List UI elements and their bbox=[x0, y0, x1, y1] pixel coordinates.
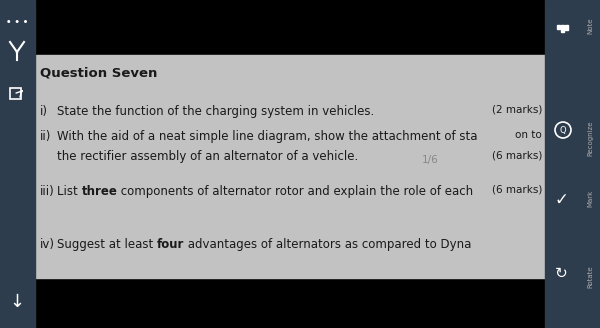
Text: List: List bbox=[57, 185, 82, 198]
Bar bbox=[561, 25, 564, 32]
Text: State the function of the charging system in vehicles.: State the function of the charging syste… bbox=[57, 105, 374, 118]
Bar bbox=[545, 0, 600, 328]
Text: Rotate: Rotate bbox=[587, 265, 593, 288]
Text: ✓: ✓ bbox=[554, 191, 568, 209]
Text: Suggest at least: Suggest at least bbox=[57, 238, 157, 251]
Text: Mark: Mark bbox=[587, 190, 593, 207]
Text: Recognize: Recognize bbox=[587, 120, 593, 155]
Text: (6 marks): (6 marks) bbox=[491, 150, 542, 160]
Text: the rectifier assembly of an alternator of a vehicle.: the rectifier assembly of an alternator … bbox=[57, 150, 358, 163]
Text: ↓: ↓ bbox=[10, 293, 25, 311]
Text: Question Seven: Question Seven bbox=[40, 67, 157, 80]
Text: 1/6: 1/6 bbox=[422, 155, 439, 165]
Text: advantages of alternators as compared to Dyna: advantages of alternators as compared to… bbox=[184, 238, 472, 251]
Bar bbox=[0, 0, 35, 328]
Bar bbox=[35, 55, 545, 278]
Bar bbox=[565, 25, 568, 30]
Text: (6 marks): (6 marks) bbox=[491, 185, 542, 195]
Text: iii): iii) bbox=[40, 185, 55, 198]
Text: iv): iv) bbox=[40, 238, 55, 251]
Text: three: three bbox=[82, 185, 118, 198]
Text: i): i) bbox=[40, 105, 48, 118]
Text: components of alternator rotor and explain the role of each: components of alternator rotor and expla… bbox=[118, 185, 473, 198]
Text: four: four bbox=[157, 238, 184, 251]
Text: ↻: ↻ bbox=[554, 265, 568, 280]
Text: Note: Note bbox=[587, 17, 593, 33]
Text: With the aid of a neat simple line diagram, show the attachment of sta: With the aid of a neat simple line diagr… bbox=[57, 130, 478, 143]
Text: (2 marks): (2 marks) bbox=[491, 105, 542, 115]
Bar bbox=[10, 88, 21, 99]
Text: on to: on to bbox=[515, 130, 542, 140]
Bar bbox=[557, 25, 560, 29]
Text: Q: Q bbox=[560, 126, 566, 134]
Text: • • •: • • • bbox=[6, 18, 28, 27]
Text: ii): ii) bbox=[40, 130, 52, 143]
